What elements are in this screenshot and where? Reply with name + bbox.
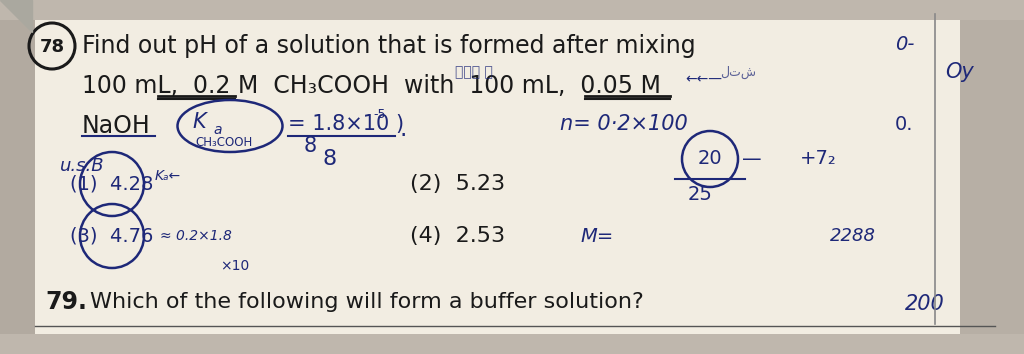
Text: K: K [193, 112, 206, 132]
Text: (4)  2.53: (4) 2.53 [410, 226, 505, 246]
Text: (2)  5.23: (2) 5.23 [410, 174, 505, 194]
Text: = 1.8×10: = 1.8×10 [288, 114, 389, 134]
Text: M=: M= [580, 227, 613, 246]
Text: Which of the following will form a buffer solution?: Which of the following will form a buffe… [90, 292, 644, 312]
Text: 2288: 2288 [830, 227, 876, 245]
Text: (1)  4.28: (1) 4.28 [71, 175, 154, 194]
Text: 200: 200 [905, 294, 945, 314]
Text: (3)  4.76: (3) 4.76 [71, 227, 154, 246]
Text: ≈ 0.2×1.8: ≈ 0.2×1.8 [160, 229, 231, 243]
Text: 78: 78 [40, 38, 65, 56]
Text: -5: -5 [373, 108, 385, 120]
Text: 25: 25 [687, 184, 713, 204]
Text: 8: 8 [303, 136, 316, 156]
Text: 20: 20 [697, 149, 722, 169]
Text: ←←—: ←←— [685, 72, 722, 86]
Text: —: — [742, 149, 762, 169]
Text: 79.: 79. [45, 290, 87, 314]
Text: لتش: لتش [720, 65, 756, 79]
Text: NaOH: NaOH [82, 114, 151, 138]
Text: +7₂: +7₂ [800, 149, 837, 169]
Polygon shape [0, 0, 32, 32]
Text: 0.: 0. [895, 114, 913, 133]
Text: عسو ب: عسو ب [455, 65, 493, 79]
Text: ): ) [395, 114, 403, 134]
Text: u.s.B: u.s.B [60, 157, 104, 175]
Text: Find out pH of a solution that is formed after mixing: Find out pH of a solution that is formed… [82, 34, 695, 58]
Text: 100 mL,  0.2 M  CH₃COOH  with  100 mL,  0.05 M: 100 mL, 0.2 M CH₃COOH with 100 mL, 0.05 … [82, 74, 660, 98]
Text: Oy: Oy [945, 62, 974, 82]
Text: .: . [400, 117, 408, 141]
Text: CH₃COOH: CH₃COOH [195, 136, 252, 148]
Text: ×10: ×10 [220, 259, 249, 273]
Text: Kₐ←: Kₐ← [155, 169, 181, 183]
Text: n= 0·2×100: n= 0·2×100 [560, 114, 688, 134]
Text: a: a [213, 123, 221, 137]
Text: 0-: 0- [895, 34, 914, 53]
Text: 8: 8 [323, 149, 337, 169]
